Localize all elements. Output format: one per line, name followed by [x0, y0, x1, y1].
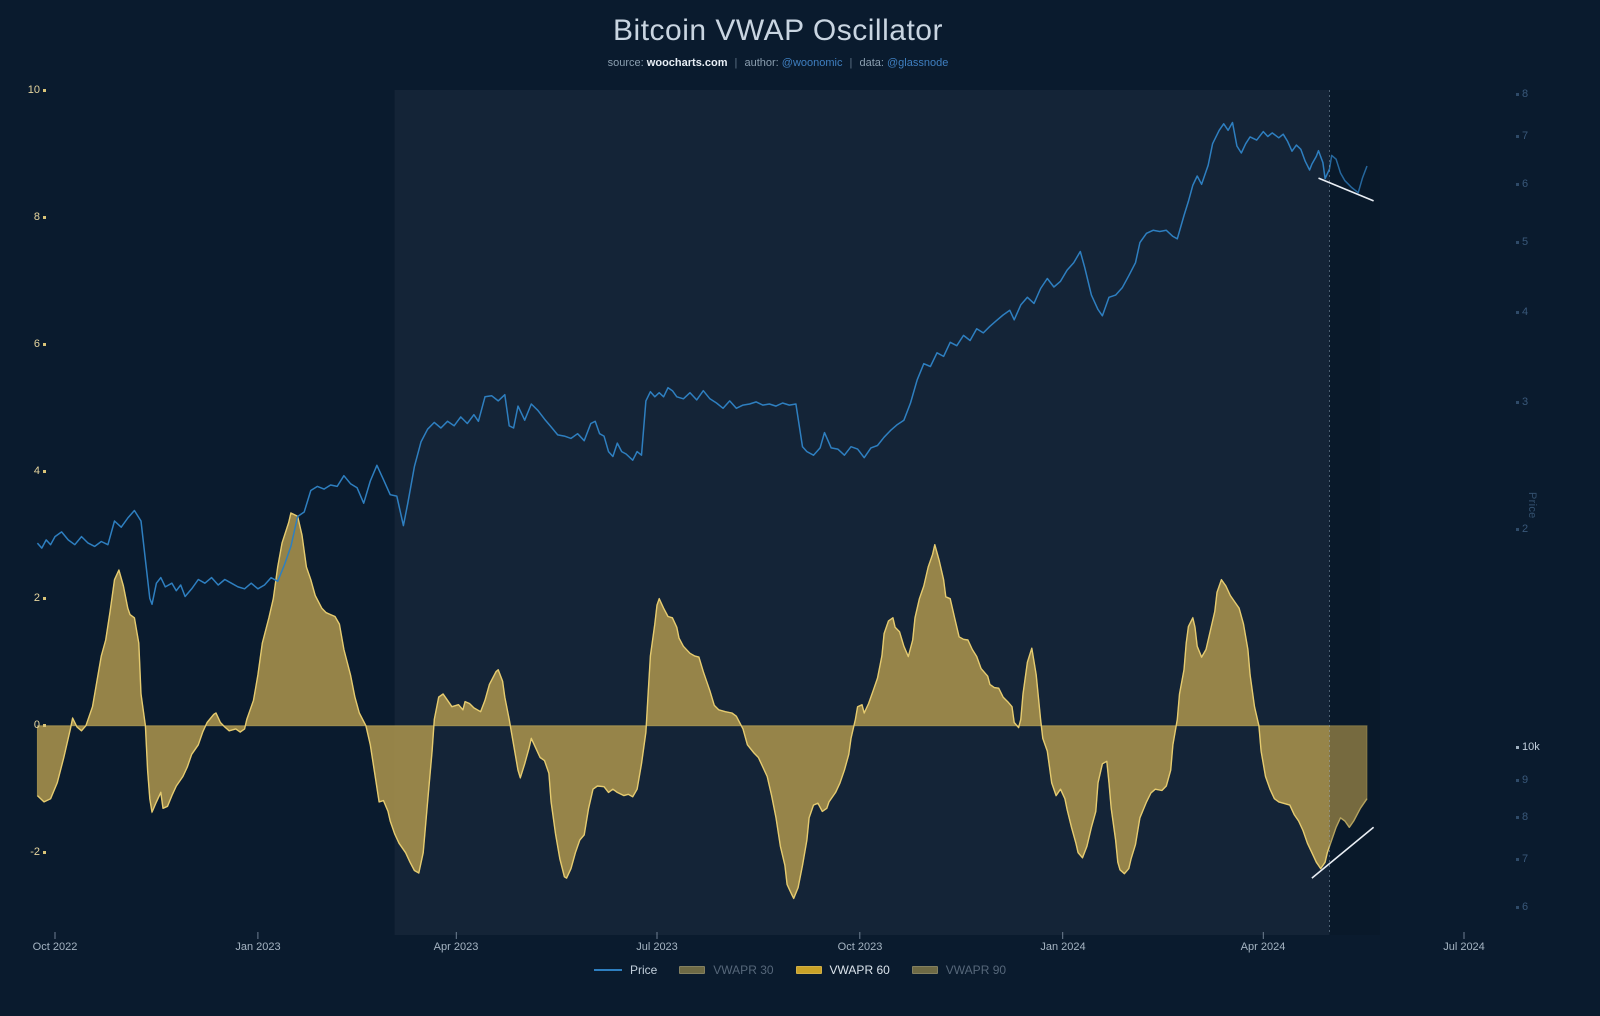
source-label: source: [607, 57, 644, 69]
author-link[interactable]: @woonomic [781, 57, 843, 69]
legend-label: VWAPR 60 [829, 963, 890, 977]
right-axis-label: 7 [1516, 854, 1528, 865]
x-axis-label: Apr 2023 [433, 941, 479, 953]
right-axis-label: 6 [1516, 179, 1528, 190]
x-axis-label: Oct 2022 [32, 941, 78, 953]
legend-item-vwapr-30[interactable]: VWAPR 30 [679, 963, 774, 977]
right-axis-label: 2 [1516, 524, 1528, 535]
x-axis-label: Jan 2023 [235, 941, 281, 953]
right-axis-label: 5 [1516, 237, 1528, 248]
left-axis-label: 6 [34, 339, 46, 350]
right-axis-label: 6 [1516, 902, 1528, 913]
price-axis-title: Price [1526, 492, 1538, 519]
legend: Price VWAPR 30 VWAPR 60 VWAPR 90 [0, 964, 1600, 976]
right-axis-label: 10k [1516, 742, 1540, 753]
x-axis-label: Jan 2024 [1040, 941, 1086, 953]
x-axis-ticks [54, 932, 1465, 939]
line-swatch-icon [593, 969, 622, 971]
data-label: data: [859, 57, 884, 69]
chart-title: Bitcoin VWAP Oscillator [613, 14, 943, 47]
author-label: author: [744, 57, 779, 69]
right-axis-label: 4 [1516, 307, 1528, 318]
separator: | [849, 57, 853, 69]
x-axis-label: Apr 2024 [1240, 941, 1286, 953]
bar-swatch-icon [679, 966, 706, 974]
legend-label: VWAPR 90 [945, 963, 1007, 977]
right-axis-label: 7 [1516, 131, 1528, 142]
price-line [36, 121, 1368, 606]
price-trendline[interactable] [1318, 177, 1374, 202]
future-dim-overlay [1329, 90, 1380, 935]
right-axis-label: 8 [1516, 812, 1528, 823]
oscillator-trendline[interactable] [1311, 826, 1375, 879]
left-axis-label: 2 [34, 593, 46, 604]
legend-label: VWAPR 30 [713, 963, 774, 977]
x-axis-label: Oct 2023 [837, 941, 883, 953]
vwapr60-line [36, 512, 1368, 900]
left-axis-label: -2 [30, 847, 46, 858]
x-axis-label: Jul 2023 [636, 941, 678, 953]
legend-item-price[interactable]: Price [593, 963, 658, 977]
right-axis-label: 9 [1516, 775, 1528, 786]
data-link[interactable]: @glassnode [887, 57, 949, 69]
legend-item-vwapr-90[interactable]: VWAPR 90 [911, 963, 1007, 977]
right-axis-label: 3 [1516, 397, 1528, 408]
bar-swatch-icon [911, 966, 938, 974]
x-axis-label: Jul 2024 [1443, 941, 1485, 953]
left-axis-label: 10 [28, 85, 46, 96]
legend-item-vwapr-60[interactable]: VWAPR 60 [795, 963, 890, 977]
highlight-band [394, 90, 1330, 935]
separator: | [734, 57, 738, 69]
source-value: woocharts.com [646, 57, 728, 69]
left-axis-label: 8 [34, 212, 46, 223]
chart-subtitle: source: woocharts.com | author: @woonomi… [0, 57, 1556, 69]
left-axis-label: 0 [34, 720, 46, 731]
right-axis-label: 8 [1516, 89, 1528, 100]
left-axis-label: 4 [34, 466, 46, 477]
bar-swatch-icon [795, 966, 822, 974]
legend-label: Price [629, 963, 658, 977]
